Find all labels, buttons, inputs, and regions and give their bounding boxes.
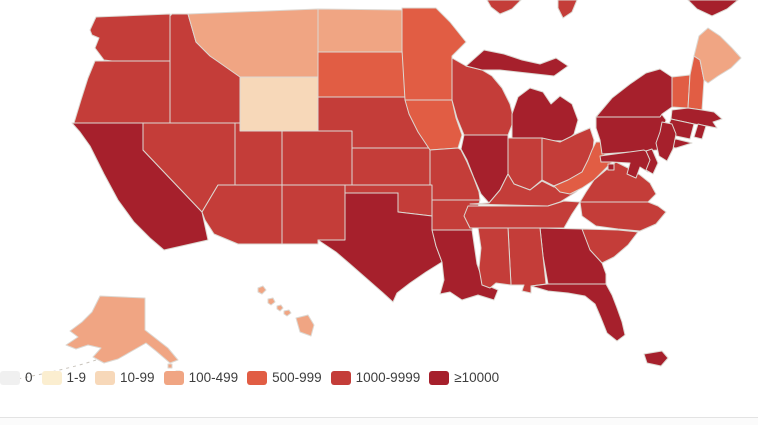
legend-swatch-5 (330, 371, 351, 385)
legend-item-4: 500-999 (247, 371, 322, 385)
legend-item-3: 100-499 (163, 370, 239, 386)
legend-item-5: 1000-9999 (330, 370, 421, 386)
legend-item-1: 1-9 (41, 370, 87, 386)
state-nd[interactable]: North Dakota (317, 8, 403, 53)
map-fragment-1 (486, 0, 522, 15)
legend-swatch-0 (0, 371, 20, 385)
state-tx[interactable]: Texas (317, 192, 443, 303)
legend-label-1: 1-9 (66, 370, 87, 386)
state-hi[interactable]: Hawaii (257, 285, 315, 337)
state-dc[interactable]: District of Columbia (607, 163, 615, 171)
state-wy[interactable]: Wyoming (239, 76, 319, 132)
state-ri[interactable]: Rhode Island (693, 123, 707, 140)
state-pr[interactable]: Puerto Rico (643, 350, 669, 367)
map-fragment-2 (557, 0, 578, 19)
legend-item-2: 10-99 (95, 371, 155, 385)
state-sd[interactable]: South Dakota (317, 51, 409, 98)
state-nc[interactable]: North Carolina (579, 201, 667, 232)
state-ms[interactable]: Mississippi (477, 227, 512, 289)
state-mn[interactable]: Minnesota (401, 7, 467, 101)
legend-swatch-4 (247, 371, 268, 385)
state-ut[interactable]: Utah (234, 122, 283, 186)
state-tn[interactable]: Tennessee (463, 200, 581, 229)
legend-label-6: ≥10000 (454, 370, 500, 386)
bottom-strip (0, 418, 758, 425)
legend-swatch-6 (429, 371, 450, 385)
map-legend: 0 1-9 10-99 100-499 500-999 1000-9999 ≥10000 (0, 367, 499, 389)
legend-item-0: 0 (0, 371, 33, 385)
legend-label-5: 1000-9999 (355, 370, 421, 386)
state-fl[interactable]: Florida (530, 283, 626, 342)
state-me[interactable]: Maine (693, 27, 742, 84)
legend-label-0: 0 (25, 370, 33, 386)
legend-swatch-1 (41, 371, 62, 385)
state-ks[interactable]: Kansas (351, 147, 431, 186)
legend-label-3: 100-499 (188, 370, 239, 386)
state-ak[interactable]: Alaska (65, 295, 181, 376)
state-az[interactable]: Arizona (201, 184, 283, 245)
legend-item-6: ≥10000 (429, 371, 499, 385)
legend-label-4: 500-999 (272, 370, 322, 386)
state-co[interactable]: Colorado (281, 130, 353, 186)
legend-swatch-3 (163, 371, 184, 385)
state-vt[interactable]: Vermont (671, 74, 691, 109)
legend-swatch-2 (95, 371, 116, 385)
state-al[interactable]: Alabama (507, 227, 547, 294)
state-wa[interactable]: Washington (89, 13, 171, 64)
bottom-divider (0, 417, 758, 418)
state-ga[interactable]: Georgia (539, 227, 607, 285)
legend-label-2: 10-99 (120, 370, 155, 386)
state-nj[interactable]: New Jersey (655, 121, 677, 162)
state-ky[interactable]: Kentucky (469, 173, 589, 207)
state-de[interactable]: Delaware (645, 148, 659, 175)
map-fragment-3 (687, 0, 739, 17)
aleutian-islands-arc (7, 359, 97, 382)
state-or[interactable]: Oregon (73, 60, 171, 124)
state-nm[interactable]: New Mexico (281, 184, 346, 245)
